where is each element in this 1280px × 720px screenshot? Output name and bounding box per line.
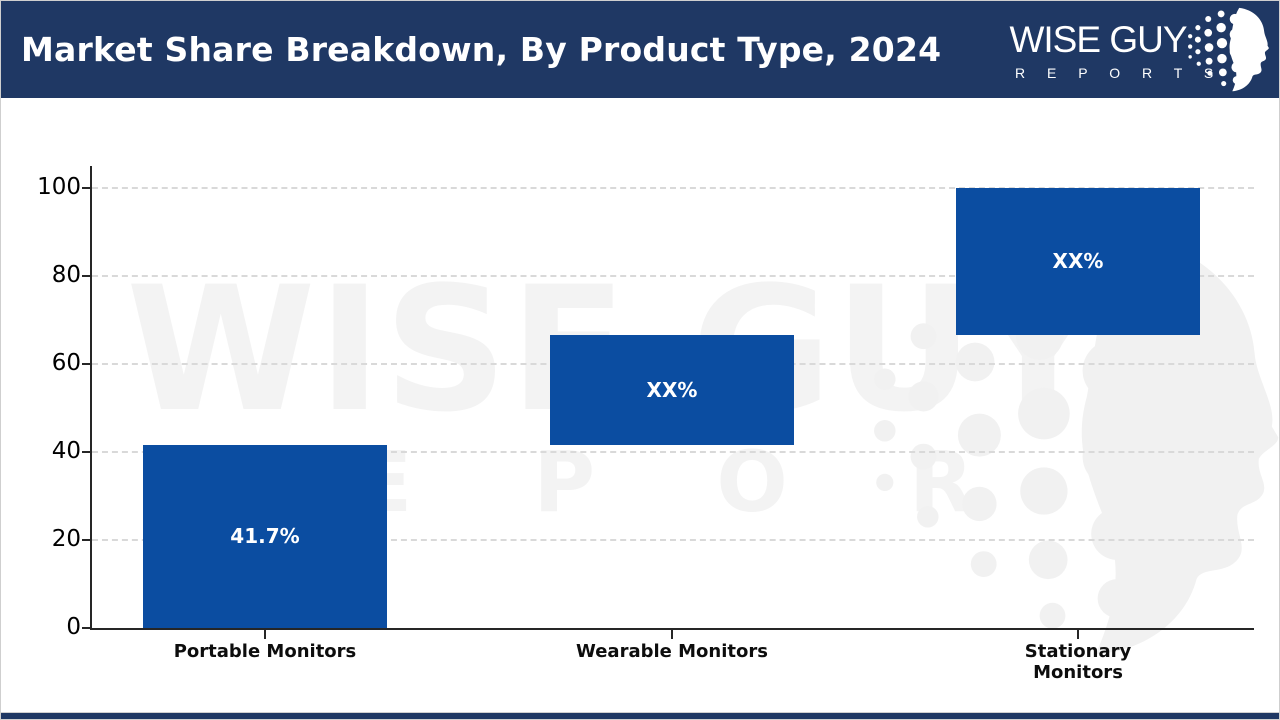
bar-value-label: 41.7% — [230, 524, 300, 549]
x-tick-mark-1 — [264, 630, 266, 639]
gridline-100 — [92, 187, 1254, 189]
header-band: Market Share Breakdown, By Product Type,… — [1, 1, 1279, 98]
page-title: Market Share Breakdown, By Product Type,… — [21, 30, 942, 69]
bar-1: 41.7% — [143, 444, 387, 628]
y-tick-mark-20 — [82, 539, 91, 541]
x-axis-line — [90, 628, 1254, 630]
footer-band — [1, 713, 1279, 719]
x-tick-mark-2 — [671, 630, 673, 639]
gridline-40 — [92, 451, 1254, 453]
y-tick-mark-100 — [82, 187, 91, 189]
y-tick-mark-40 — [82, 451, 91, 453]
logo-wiseguy-label: WISE GUY — [1009, 19, 1187, 60]
bar-2: XX% — [550, 334, 794, 445]
wiseguy-logo: WISE GUY R E P O R T S — [1009, 5, 1271, 95]
y-tick-label-60: 60 — [51, 350, 81, 376]
y-tick-label-0: 0 — [66, 614, 81, 640]
bar-3: XX% — [956, 188, 1200, 335]
gridline-20 — [92, 539, 1254, 541]
logo-face-dots-icon — [1188, 7, 1269, 92]
bar-value-label: XX% — [1052, 249, 1104, 274]
y-tick-mark-60 — [82, 363, 91, 365]
category-label-3: Stationary Monitors — [1024, 641, 1132, 684]
y-tick-mark-80 — [82, 275, 91, 277]
footer-divider — [1, 712, 1279, 713]
wiseguy-logo-text: WISE GUY R E P O R T S — [1009, 19, 1223, 81]
gridline-80 — [92, 275, 1254, 277]
y-tick-label-80: 80 — [51, 262, 81, 288]
category-label-2: Wearable Monitors — [576, 641, 768, 662]
y-tick-mark-0 — [82, 627, 91, 629]
logo-reports-label: R E P O R T S — [1015, 65, 1223, 81]
y-tick-label-40: 40 — [51, 438, 81, 464]
bar-value-label: XX% — [646, 377, 698, 402]
y-axis-line — [90, 166, 92, 630]
x-tick-mark-3 — [1077, 630, 1079, 639]
plot-area: 0 20 40 60 80 100 41.7% Portable Monitors XX% Wea… — [1, 98, 1279, 715]
category-label-1: Portable Monitors — [173, 641, 357, 662]
y-tick-label-100: 100 — [37, 174, 81, 200]
y-tick-label-20: 20 — [51, 526, 81, 552]
